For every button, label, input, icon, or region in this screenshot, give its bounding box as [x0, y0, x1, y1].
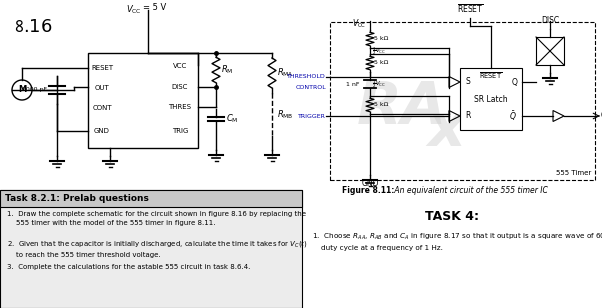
Text: RA: RA — [357, 79, 447, 136]
Text: S: S — [465, 78, 470, 87]
Text: $R_{\rm MA}$: $R_{\rm MA}$ — [277, 67, 294, 79]
Text: THRES: THRES — [169, 104, 191, 110]
Text: 555 Timer: 555 Timer — [556, 170, 591, 176]
Bar — [0, 190, 302, 308]
Text: = 5 V: = 5 V — [143, 3, 166, 12]
Text: CONT: CONT — [92, 105, 112, 111]
Text: Figure 8.11:: Figure 8.11: — [342, 186, 394, 195]
Text: An equivalent circuit of the 555 timer IC: An equivalent circuit of the 555 timer I… — [392, 186, 548, 195]
Text: Task 8.2.1: Prelab questions: Task 8.2.1: Prelab questions — [5, 194, 149, 203]
Bar — [0, 0, 302, 308]
Text: OUT: OUT — [95, 85, 110, 91]
Text: Q: Q — [511, 78, 517, 87]
Bar — [330, 22, 595, 180]
Text: 1.  Choose $R_{AA}$, $R_{AB}$ and $C_A$ in figure 8.17 so that it output is a sq: 1. Choose $R_{AA}$, $R_{AB}$ and $C_A$ i… — [312, 232, 602, 251]
Bar — [460, 68, 522, 130]
Text: $R_{\rm M}$: $R_{\rm M}$ — [221, 64, 234, 76]
Text: SR Latch: SR Latch — [474, 95, 508, 103]
Text: $V_{\rm CC}$: $V_{\rm CC}$ — [352, 17, 366, 30]
Bar — [302, 0, 602, 308]
Text: $\frac{1}{2}V_{\rm CC}$: $\frac{1}{2}V_{\rm CC}$ — [372, 78, 386, 90]
Text: VCC: VCC — [173, 63, 187, 69]
Text: DISC: DISC — [541, 16, 559, 25]
Text: TRIG: TRIG — [172, 128, 188, 134]
Text: GND: GND — [361, 179, 379, 188]
Text: 1000 pF: 1000 pF — [22, 87, 48, 92]
Text: $\frac{1}{2}V_{\rm CC}$: $\frac{1}{2}V_{\rm CC}$ — [372, 45, 386, 57]
Text: 3.  Complete the calculations for the astable 555 circuit in task 8.6.4.: 3. Complete the calculations for the ast… — [7, 264, 250, 270]
Text: 5 kΩ: 5 kΩ — [374, 37, 388, 42]
Text: R: R — [465, 111, 470, 120]
Text: $V_{\rm CC}$: $V_{\rm CC}$ — [126, 3, 142, 15]
Text: $\overline{\rm RESET}$: $\overline{\rm RESET}$ — [457, 3, 483, 15]
Text: THRESHOLD: THRESHOLD — [287, 74, 326, 79]
Text: RESET: RESET — [91, 65, 113, 71]
Text: $\bar{Q}$: $\bar{Q}$ — [509, 109, 517, 123]
Text: DISC: DISC — [172, 84, 188, 90]
Text: 5 kΩ: 5 kΩ — [374, 103, 388, 107]
Bar — [88, 53, 198, 148]
Text: $R_{\rm MB}$: $R_{\rm MB}$ — [277, 108, 294, 121]
Text: TRIGGER: TRIGGER — [298, 114, 326, 119]
Text: 1 nF: 1 nF — [347, 82, 360, 87]
Text: 5 kΩ: 5 kΩ — [374, 60, 388, 66]
Text: GND: GND — [94, 128, 110, 134]
Text: 2.  Given that the capacitor is initially discharged, calculate the time it take: 2. Given that the capacitor is initially… — [7, 238, 308, 258]
Text: OUT: OUT — [601, 111, 602, 120]
Text: $\mathcal{8}$.$\mathit{16}$: $\mathcal{8}$.$\mathit{16}$ — [14, 18, 52, 36]
Text: $\overline{\rm RESET}$: $\overline{\rm RESET}$ — [479, 71, 503, 81]
Bar — [536, 37, 564, 65]
Text: x: x — [427, 102, 465, 159]
Bar — [0, 190, 302, 207]
Text: TASK 4:: TASK 4: — [425, 210, 479, 223]
Text: $C_{\rm M}$: $C_{\rm M}$ — [226, 113, 238, 125]
Text: M: M — [18, 86, 26, 95]
Text: 1.  Draw the complete schematic for the circuit shown in figure 8.16 by replacin: 1. Draw the complete schematic for the c… — [7, 211, 306, 226]
Text: CONTROL: CONTROL — [295, 85, 326, 90]
